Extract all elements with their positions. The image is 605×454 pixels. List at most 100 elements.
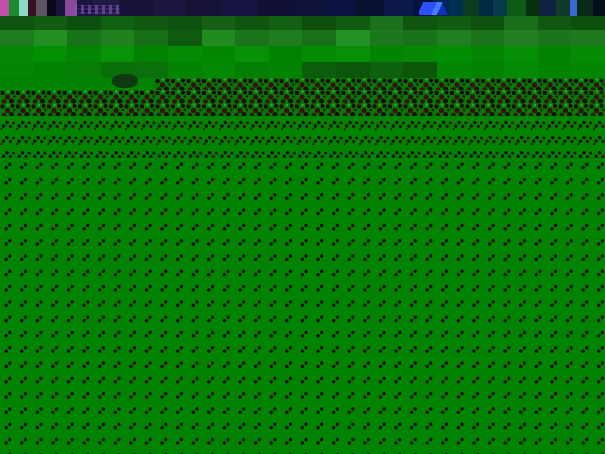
- glitch-color-block: [118, 0, 154, 16]
- glitch-color-block: [325, 0, 357, 16]
- glitch-color-block: [100, 46, 135, 62]
- glitch-color-block: [36, 0, 47, 16]
- glitch-color-block: [100, 30, 135, 46]
- glitch-color-block: [470, 46, 505, 62]
- glitch-color-block: [268, 62, 303, 78]
- glitch-color-block: [55, 0, 66, 16]
- glitch-color-block: [258, 0, 291, 16]
- dark-smudge: [112, 74, 138, 88]
- glitch-color-block: [436, 46, 471, 62]
- blue-glitch-artifact-icon: [419, 2, 449, 15]
- glitch-color-block: [537, 30, 572, 46]
- fading-noise-band: [0, 116, 605, 158]
- band-c-blocks: [0, 46, 605, 62]
- glitch-color-block: [201, 30, 236, 46]
- glitch-color-block: [383, 0, 415, 16]
- glitch-color-block: [571, 46, 605, 62]
- glitch-color-block: [33, 46, 68, 62]
- glitch-color-block: [134, 30, 169, 46]
- glitch-color-block: [221, 0, 259, 16]
- glitch-color-block: [235, 46, 269, 62]
- dense-noise-band: [0, 90, 605, 116]
- glitch-color-block: [525, 0, 540, 16]
- glitch-color-block: [33, 30, 68, 46]
- glitch-color-block: [403, 16, 437, 30]
- glitch-color-block: [67, 30, 101, 46]
- glitch-color-block: [436, 16, 471, 30]
- glitch-color-block: [235, 16, 269, 30]
- glitch-color-block: [168, 30, 202, 46]
- glitch-color-block: [0, 62, 34, 78]
- glitch-color-block: [67, 62, 101, 78]
- tick-pattern-field: [0, 158, 605, 454]
- glitch-color-block: [369, 62, 404, 78]
- glitch-color-block: [507, 0, 526, 16]
- band-d-blocks: [0, 62, 605, 78]
- glitch-color-block: [67, 16, 101, 30]
- glitch-color-block: [593, 0, 605, 16]
- glitch-color-block: [290, 0, 326, 16]
- glitch-color-block: [18, 0, 28, 16]
- glitch-color-block: [9, 0, 19, 16]
- glitch-color-block: [504, 46, 538, 62]
- glitch-color-block: [537, 46, 572, 62]
- glitch-color-block: [0, 16, 34, 30]
- glitch-color-block: [336, 46, 370, 62]
- glitch-color-block: [33, 62, 68, 78]
- glitch-color-block: [463, 0, 480, 16]
- glitch-color-block: [302, 46, 337, 62]
- glitch-color-block: [201, 16, 236, 30]
- glitch-color-block: [302, 30, 337, 46]
- glitch-color-block: [436, 62, 471, 78]
- glitch-color-block: [153, 0, 187, 16]
- glitch-color-block: [571, 30, 605, 46]
- glitch-color-block: [302, 16, 337, 30]
- glitch-color-block: [504, 62, 538, 78]
- glitch-color-block: [493, 0, 508, 16]
- glitch-color-block: [356, 0, 384, 16]
- glitch-color-block: [336, 16, 370, 30]
- glitch-color-block: [268, 30, 303, 46]
- dense-noise-band-right: [155, 78, 605, 90]
- purple-noise-smear: [74, 5, 120, 14]
- glitch-color-block: [235, 30, 269, 46]
- glitch-color-block: [537, 16, 572, 30]
- glitch-color-block: [403, 46, 437, 62]
- glitch-color-block: [134, 46, 169, 62]
- glitch-color-block: [577, 0, 594, 16]
- glitch-color-block: [235, 62, 269, 78]
- glitch-color-block: [470, 16, 505, 30]
- glitch-color-block: [168, 16, 202, 30]
- glitch-color-block: [556, 0, 571, 16]
- glitch-color-block: [449, 0, 464, 16]
- glitch-color-block: [65, 0, 77, 16]
- glitch-color-block: [134, 16, 169, 30]
- glitch-color-block: [67, 46, 101, 62]
- glitch-color-block: [504, 30, 538, 46]
- glitch-color-block: [0, 46, 34, 62]
- glitch-color-block: [302, 62, 337, 78]
- glitch-color-block: [369, 46, 404, 62]
- glitch-color-block: [336, 30, 370, 46]
- glitch-color-block: [571, 16, 605, 30]
- glitch-color-block: [504, 16, 538, 30]
- band-a-blocks: [0, 16, 605, 30]
- glitch-color-block: [168, 62, 202, 78]
- glitch-color-block: [46, 0, 56, 16]
- glitch-color-block: [0, 30, 34, 46]
- glitch-color-block: [436, 30, 471, 46]
- glitch-color-block: [470, 30, 505, 46]
- glitch-color-block: [403, 30, 437, 46]
- glitch-color-block: [201, 62, 236, 78]
- glitch-color-block: [539, 0, 557, 16]
- glitch-band-green-patches: [0, 62, 605, 78]
- band-b-blocks: [0, 30, 605, 46]
- glitch-color-block: [571, 62, 605, 78]
- glitch-band-dark-green: [0, 16, 605, 30]
- glitch-color-block: [268, 46, 303, 62]
- glitch-color-block: [134, 62, 169, 78]
- glitch-color-block: [369, 30, 404, 46]
- glitch-band-mid-green: [0, 30, 605, 46]
- glitch-color-block: [479, 0, 494, 16]
